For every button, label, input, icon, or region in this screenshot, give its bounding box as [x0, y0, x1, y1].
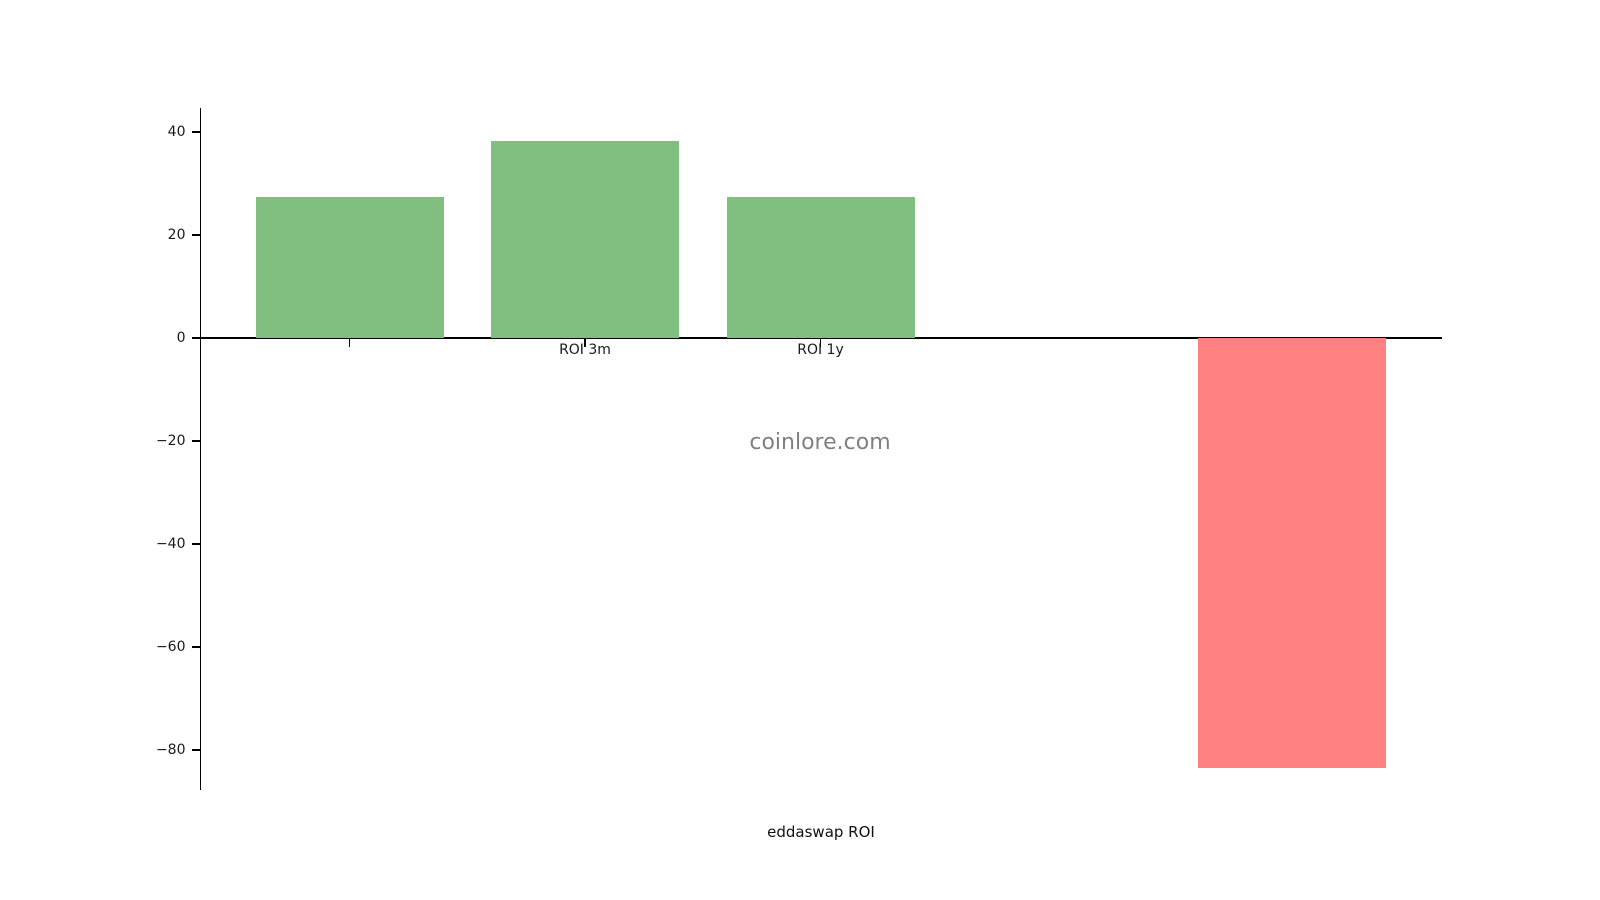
- y-tick-mark: [191, 440, 200, 442]
- y-tick-label: −60: [155, 639, 186, 655]
- y-tick-mark: [191, 337, 200, 339]
- y-tick-label: −20: [155, 433, 186, 449]
- bar-slot-5: [1197, 338, 1386, 769]
- x-tick-label-roi-3m: ROI 3m: [559, 342, 611, 358]
- x-tick-label-roi-1y: ROI 1y: [797, 342, 844, 358]
- y-tick-mark: [191, 131, 200, 133]
- y-tick-mark: [191, 749, 200, 751]
- x-tick-mark: [819, 338, 822, 347]
- y-tick-mark: [191, 646, 200, 648]
- bar-slot-1: [255, 196, 444, 338]
- y-tick-mark: [191, 543, 200, 545]
- x-axis-title: eddaswap ROI: [767, 823, 875, 841]
- bar-roi-1y: [726, 196, 915, 338]
- y-tick-label: 20: [167, 227, 186, 243]
- x-tick-mark: [584, 338, 586, 347]
- y-tick-label: −80: [155, 742, 186, 758]
- y-tick-mark: [191, 234, 200, 236]
- bar-roi-3m: [491, 140, 679, 338]
- y-tick-label: 40: [167, 124, 186, 140]
- x-axis-line: [201, 337, 1442, 339]
- y-axis-line: [199, 108, 201, 790]
- watermark-text: coinlore.com: [749, 430, 891, 455]
- y-tick-label: −40: [155, 536, 186, 552]
- y-tick-label: 0: [176, 330, 186, 346]
- x-tick-mark: [348, 338, 351, 347]
